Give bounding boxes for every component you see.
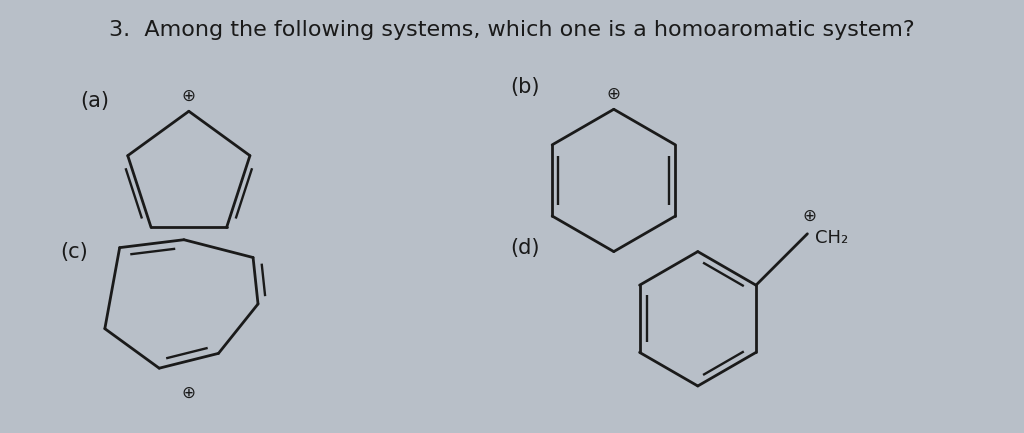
Text: CH₂: CH₂ (815, 229, 849, 247)
Text: (a): (a) (80, 91, 110, 111)
Text: ⊕: ⊕ (803, 207, 816, 225)
Text: ⊕: ⊕ (182, 87, 196, 104)
Text: (c): (c) (60, 242, 88, 262)
Text: ⊕: ⊕ (607, 84, 621, 103)
Text: (d): (d) (510, 238, 540, 258)
Text: ⊕: ⊕ (182, 384, 196, 402)
Text: (b): (b) (510, 77, 540, 97)
Text: 3.  Among the following systems, which one is a homoaromatic system?: 3. Among the following systems, which on… (110, 20, 914, 40)
